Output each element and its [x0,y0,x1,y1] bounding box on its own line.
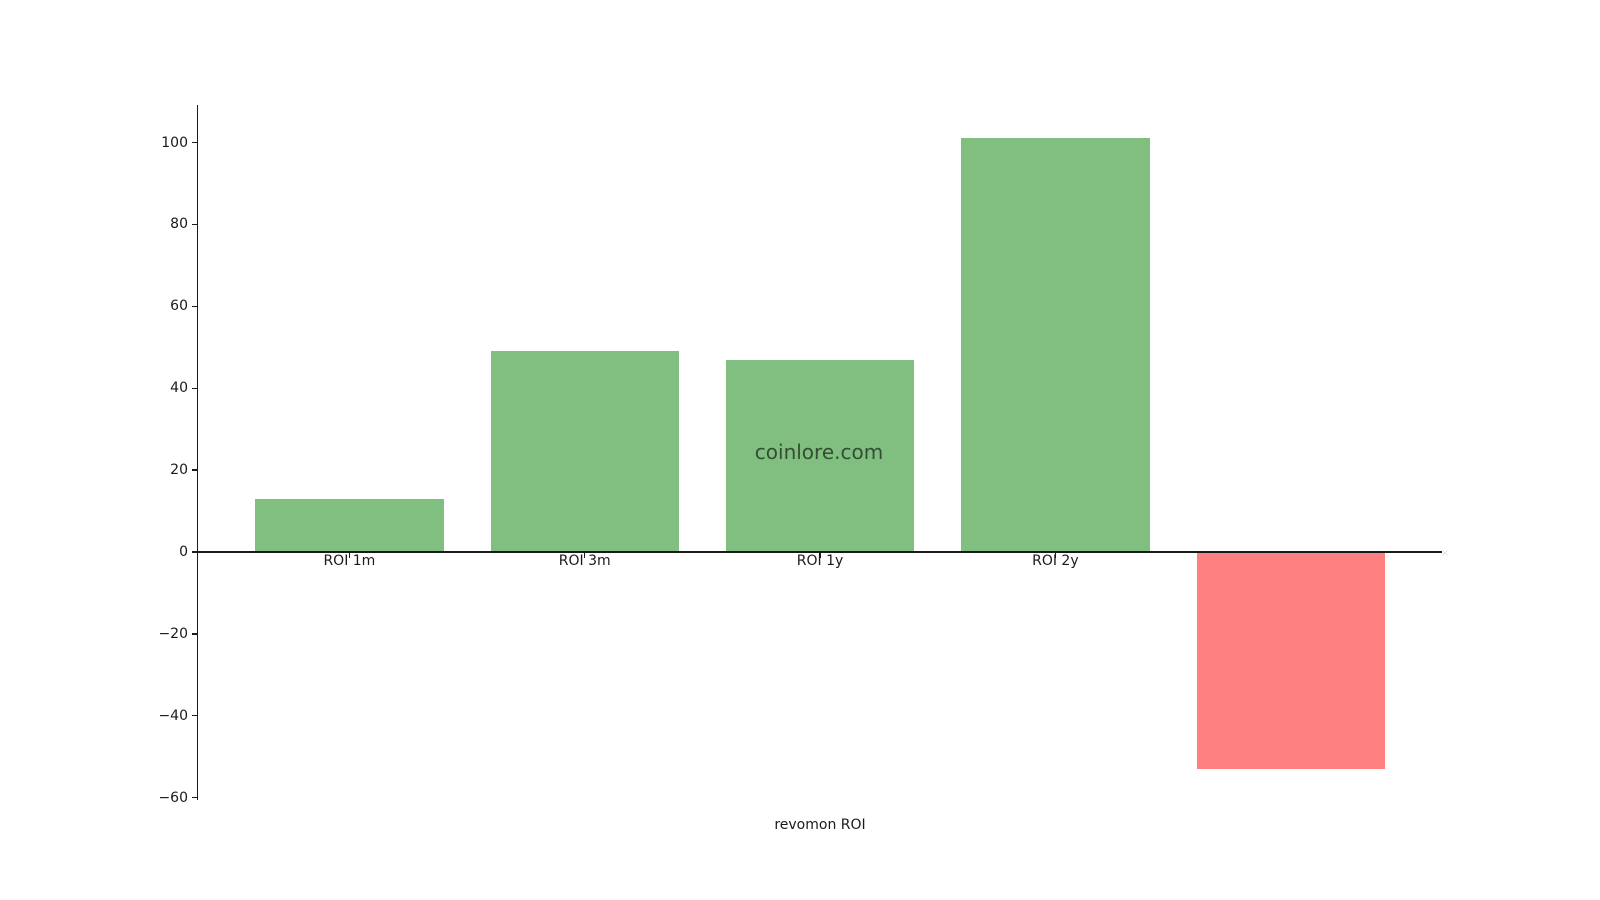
x-tick-label-2: ROI 3m [558,552,611,569]
y-axis-spine [197,105,199,800]
y-tick-label: −20 [158,625,188,642]
x-axis-zero-line [197,551,1442,553]
x-tick-label-1: ROI 1m [323,552,376,569]
y-tick-mark [191,715,197,717]
watermark-text: coinlore.com [754,440,884,464]
y-tick-mark [191,141,197,144]
y-tick-label: −40 [158,707,188,724]
y-tick-mark [191,469,197,471]
y-tick-mark [191,551,197,553]
y-tick-mark [191,633,197,635]
x-tick-mark [584,552,586,558]
x-tick-label-3: ROI 1y [796,552,844,569]
bar-roi-3m [490,351,679,552]
cursor-artifact-mark: × [1441,548,1450,559]
y-tick-mark [191,223,197,226]
y-tick-label: 0 [179,544,188,560]
x-tick-mark [819,552,821,558]
y-tick-mark [191,305,197,307]
x-tick-mark [348,552,351,558]
y-tick-label: 40 [170,380,188,397]
x-tick-mark [1054,552,1057,558]
bar-roi-2y [961,138,1150,552]
y-tick-label: −60 [158,789,188,806]
bar-roi-1m [255,498,444,552]
bar-roi-1y [725,359,915,552]
y-tick-mark [191,387,197,389]
y-tick-label: 20 [170,462,188,479]
x-axis-title: revomon ROI [774,817,866,833]
y-tick-label: 60 [170,298,188,315]
y-tick-label: 100 [161,134,188,151]
y-tick-label: 80 [170,216,188,233]
bar-bar-5 [1196,552,1385,770]
y-tick-mark [191,797,197,799]
x-tick-label-4: ROI 2y [1032,552,1079,569]
